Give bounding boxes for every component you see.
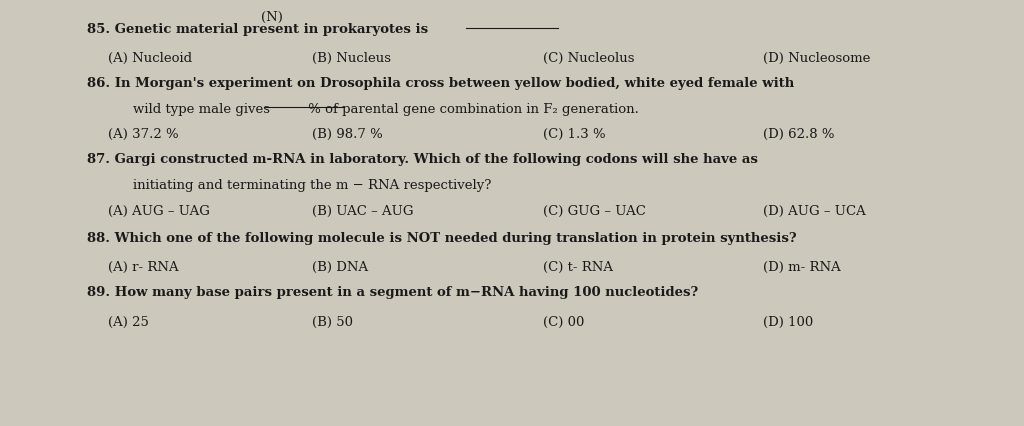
Text: (D) 62.8 %: (D) 62.8 % <box>763 128 835 141</box>
Text: 85. Genetic material present in prokaryotes is: 85. Genetic material present in prokaryo… <box>87 23 479 37</box>
Text: (A) 25: (A) 25 <box>108 316 148 329</box>
Text: (D) Nucleosome: (D) Nucleosome <box>763 52 870 65</box>
Text: (A) r- RNA: (A) r- RNA <box>108 261 178 274</box>
Text: (C) 00: (C) 00 <box>543 316 584 329</box>
Text: wild type male gives         % of parental gene combination in F₂ generation.: wild type male gives % of parental gene … <box>133 103 639 116</box>
Text: 87. Gargi constructed m-RNA in laboratory. Which of the following codons will sh: 87. Gargi constructed m-RNA in laborator… <box>87 153 758 167</box>
Text: (B) DNA: (B) DNA <box>312 261 369 274</box>
Text: (A) AUG – UAG: (A) AUG – UAG <box>108 205 209 219</box>
Text: (D) m- RNA: (D) m- RNA <box>763 261 841 274</box>
Text: (D) 100: (D) 100 <box>763 316 813 329</box>
Text: 86. In Morgan's experiment on Drosophila cross between yellow bodied, white eyed: 86. In Morgan's experiment on Drosophila… <box>87 77 795 90</box>
Text: (C) GUG – UAC: (C) GUG – UAC <box>543 205 645 219</box>
Text: (C) 1.3 %: (C) 1.3 % <box>543 128 605 141</box>
Text: (B) 50: (B) 50 <box>312 316 353 329</box>
Text: initiating and terminating the m − RNA respectively?: initiating and terminating the m − RNA r… <box>133 179 492 192</box>
Text: (D) AUG – UCA: (D) AUG – UCA <box>763 205 865 219</box>
Text: (C) Nucleolus: (C) Nucleolus <box>543 52 634 65</box>
Text: (N): (N) <box>261 11 283 24</box>
Text: 88. Which one of the following molecule is NOT needed during translation in prot: 88. Which one of the following molecule … <box>87 232 797 245</box>
Text: (B) 98.7 %: (B) 98.7 % <box>312 128 383 141</box>
Text: (A) Nucleoid: (A) Nucleoid <box>108 52 191 65</box>
Text: (B) UAC – AUG: (B) UAC – AUG <box>312 205 414 219</box>
Text: (C) t- RNA: (C) t- RNA <box>543 261 612 274</box>
Text: (A) 37.2 %: (A) 37.2 % <box>108 128 178 141</box>
Text: 89. How many base pairs present in a segment of m−RNA having 100 nucleotides?: 89. How many base pairs present in a seg… <box>87 286 698 299</box>
Text: (B) Nucleus: (B) Nucleus <box>312 52 391 65</box>
